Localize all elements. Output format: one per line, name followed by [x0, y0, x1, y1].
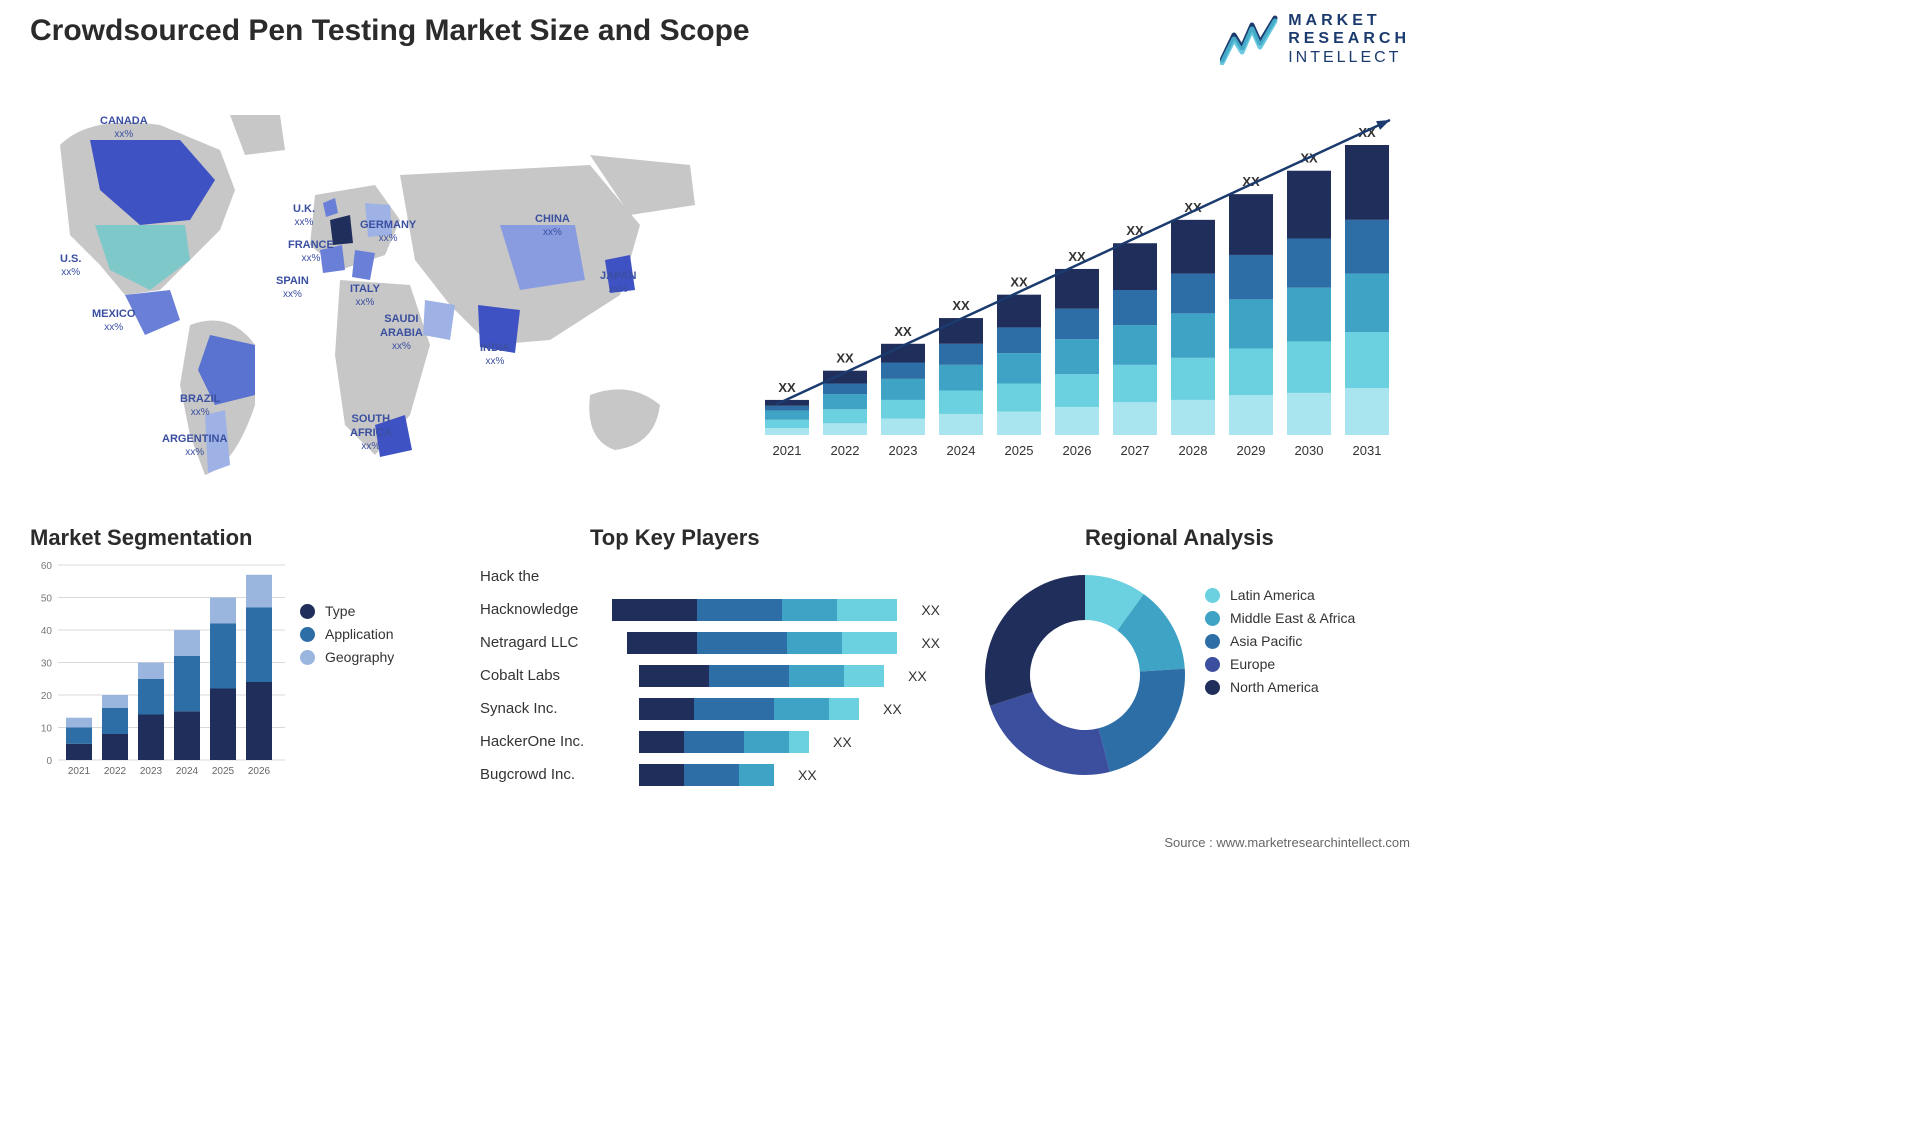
- svg-text:2028: 2028: [1179, 443, 1208, 458]
- svg-text:2026: 2026: [1063, 443, 1092, 458]
- player-name: Synack Inc.: [480, 700, 625, 717]
- legend-item: Geography: [300, 649, 394, 665]
- player-name: Cobalt Labs: [480, 667, 625, 684]
- world-map: CANADAxx% U.S.xx% MEXICOxx% BRAZILxx% ARGENT…: [30, 95, 710, 495]
- player-value: XX: [883, 701, 902, 717]
- svg-text:10: 10: [41, 724, 53, 735]
- player-row: Hack the: [480, 560, 940, 593]
- legend-item: Middle East & Africa: [1205, 610, 1355, 626]
- player-row: Cobalt Labs XX: [480, 659, 940, 692]
- player-value: XX: [908, 668, 927, 684]
- svg-text:2025: 2025: [1005, 443, 1034, 458]
- legend-item: Europe: [1205, 656, 1355, 672]
- svg-text:XX: XX: [952, 298, 970, 313]
- player-bar: [639, 764, 774, 786]
- legend-item: Application: [300, 626, 394, 642]
- regional-analysis: Regional Analysis Latin America Middle Ea…: [980, 525, 1410, 785]
- map-label: ITALYxx%: [350, 283, 380, 309]
- map-label: BRAZILxx%: [180, 393, 220, 419]
- source-text: Source : www.marketresearchintellect.com: [1164, 835, 1410, 850]
- logo-line3: INTELLECT: [1288, 49, 1410, 67]
- svg-text:0: 0: [46, 756, 52, 767]
- legend-item: North America: [1205, 679, 1355, 695]
- player-row: Synack Inc. XX: [480, 692, 940, 725]
- players-title: Top Key Players: [590, 525, 760, 551]
- logo-line1: MARKET: [1288, 12, 1410, 30]
- svg-text:2026: 2026: [248, 766, 271, 777]
- svg-text:2022: 2022: [831, 443, 860, 458]
- svg-text:20: 20: [41, 691, 53, 702]
- svg-text:XX: XX: [894, 324, 912, 339]
- map-label: ARGENTINAxx%: [162, 433, 227, 459]
- map-label: INDIAxx%: [480, 342, 510, 368]
- svg-text:2029: 2029: [1237, 443, 1266, 458]
- map-label: MEXICOxx%: [92, 308, 135, 334]
- player-name: Netragard LLC: [480, 634, 613, 651]
- map-label: CANADAxx%: [100, 115, 148, 141]
- player-bar: [639, 698, 859, 720]
- map-label: U.K.xx%: [293, 203, 315, 229]
- map-label: CHINAxx%: [535, 213, 570, 239]
- player-row: Hacknowledge XX: [480, 593, 940, 626]
- player-value: XX: [798, 767, 817, 783]
- player-name: Bugcrowd Inc.: [480, 766, 625, 783]
- legend-item: Asia Pacific: [1205, 633, 1355, 649]
- svg-text:2021: 2021: [68, 766, 91, 777]
- player-row: Netragard LLC XX: [480, 626, 940, 659]
- player-name: Hacknowledge: [480, 601, 598, 618]
- svg-text:XX: XX: [1010, 275, 1028, 290]
- map-label: GERMANYxx%: [360, 219, 416, 245]
- main-growth-chart: XX2021XX2022XX2023XX2024XX2025XX2026XX20…: [750, 105, 1410, 470]
- player-name: Hack the: [480, 568, 625, 585]
- svg-text:60: 60: [41, 561, 53, 572]
- player-row: HackerOne Inc. XX: [480, 725, 940, 758]
- player-bar: [627, 632, 897, 654]
- svg-text:2024: 2024: [947, 443, 976, 458]
- svg-text:2027: 2027: [1121, 443, 1150, 458]
- svg-text:2023: 2023: [889, 443, 918, 458]
- players-chart: Hack theHacknowledgeXXNetragard LLCXXCob…: [480, 560, 940, 791]
- svg-text:2025: 2025: [212, 766, 235, 777]
- svg-text:2021: 2021: [773, 443, 802, 458]
- segmentation-legend: Type Application Geography: [300, 596, 394, 672]
- logo-icon: [1220, 15, 1278, 65]
- svg-text:2022: 2022: [104, 766, 127, 777]
- svg-text:30: 30: [41, 659, 53, 670]
- svg-text:40: 40: [41, 626, 53, 637]
- player-bar: [639, 731, 809, 753]
- map-label: U.S.xx%: [60, 253, 81, 279]
- svg-text:XX: XX: [778, 380, 796, 395]
- legend-item: Latin America: [1205, 587, 1355, 603]
- svg-text:2023: 2023: [140, 766, 163, 777]
- player-value: XX: [833, 734, 852, 750]
- map-label: FRANCExx%: [288, 239, 334, 265]
- segmentation-chart: 0 10 20 30 40 50 60 2021 2022 2023 2024 2025 2026: [30, 555, 290, 780]
- player-name: HackerOne Inc.: [480, 733, 625, 750]
- player-bar: [612, 599, 897, 621]
- svg-text:2024: 2024: [176, 766, 199, 777]
- logo-line2: RESEARCH: [1288, 30, 1410, 48]
- map-label: SAUDIARABIAxx%: [380, 313, 423, 353]
- player-value: XX: [921, 635, 940, 651]
- map-label: SPAINxx%: [276, 275, 309, 301]
- svg-text:50: 50: [41, 594, 53, 605]
- player-value: XX: [921, 602, 940, 618]
- legend-item: Type: [300, 603, 394, 619]
- player-bar: [639, 665, 884, 687]
- svg-text:2031: 2031: [1353, 443, 1382, 458]
- logo: MARKET RESEARCH INTELLECT: [1220, 12, 1410, 67]
- page-title: Crowdsourced Pen Testing Market Size and…: [30, 14, 750, 48]
- map-label: JAPANxx%: [600, 270, 636, 296]
- map-label: SOUTHAFRICAxx%: [350, 413, 392, 453]
- svg-text:XX: XX: [836, 351, 854, 366]
- segmentation-title: Market Segmentation: [30, 525, 253, 551]
- regional-legend: Latin America Middle East & Africa Asia Pa…: [1205, 580, 1355, 702]
- regional-title: Regional Analysis: [1085, 525, 1274, 551]
- player-row: Bugcrowd Inc. XX: [480, 758, 940, 791]
- svg-text:2030: 2030: [1295, 443, 1324, 458]
